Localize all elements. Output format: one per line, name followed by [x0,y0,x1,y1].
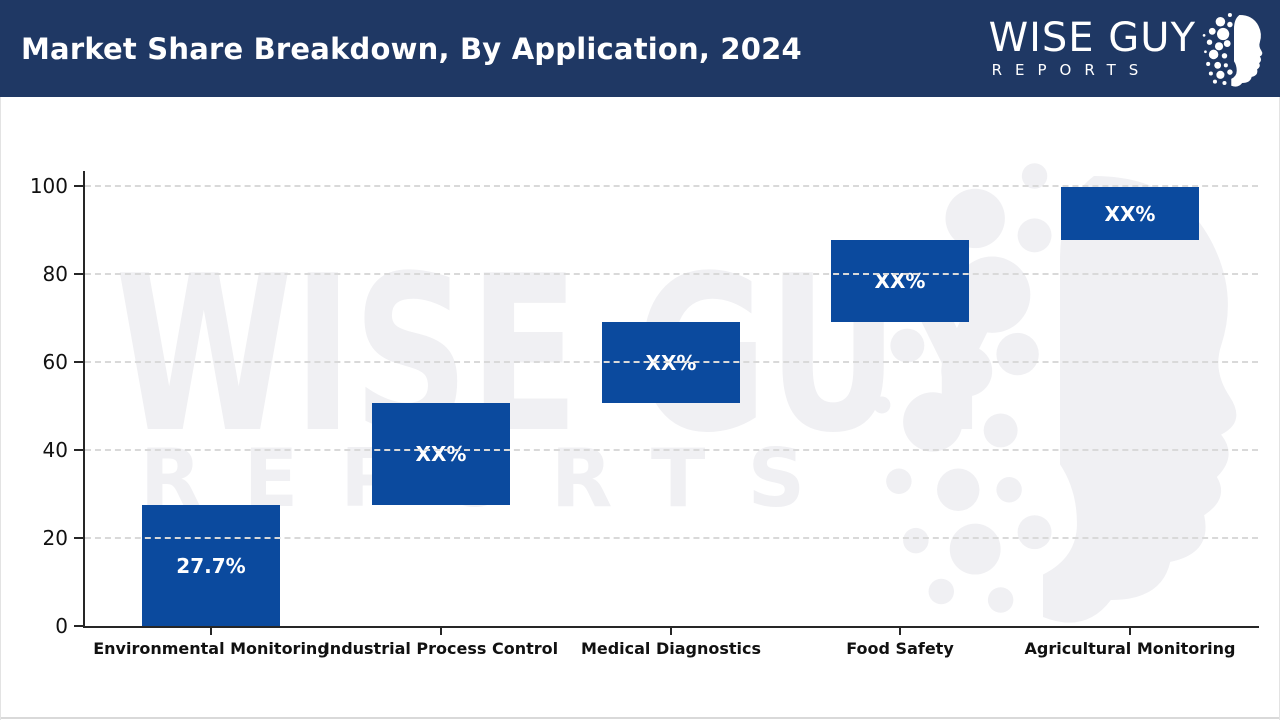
x-axis-line [83,626,1259,628]
category-label-industrial-process-control: Industrial Process Control [323,639,559,658]
gridline-100 [85,185,1258,187]
header-bar: Market Share Breakdown, By Application, … [0,0,1280,97]
y-tick-label: 100 [29,174,68,198]
y-tick-label: 0 [55,614,68,638]
y-tick-label: 80 [42,262,68,286]
bar-value-label: XX% [1104,201,1156,226]
gridline-80 [85,273,1258,275]
bar-value-label: XX% [415,442,467,466]
category-label-environmental-monitoring: Environmental Monitoring [93,639,329,658]
logo-name-text: WISE GUY [988,15,1196,61]
dotted-head-logo-icon [1202,12,1263,87]
y-tick [74,625,84,627]
x-tick [899,628,901,635]
x-tick [210,628,212,635]
category-label-medical-diagnostics: Medical Diagnostics [580,639,762,658]
y-tick [74,449,84,451]
bar-industrial-process-control: XX% [372,403,510,505]
y-tick-label: 20 [42,526,68,550]
bar-environmental-monitoring: 27.7% [142,505,280,626]
bar-agricultural-monitoring: XX% [1061,187,1199,240]
y-tick [74,361,84,363]
bar-food-safety: XX% [831,240,969,322]
y-tick-label: 60 [42,350,68,374]
chart-title: Market Share Breakdown, By Application, … [21,31,802,66]
y-tick-label: 40 [42,438,68,462]
logo-text: WISE GUY REPORTS [989,18,1196,79]
bar-value-label: 27.7% [176,553,246,578]
gridline-20 [85,537,1258,539]
x-tick [440,628,442,635]
left-border-line [0,97,1,720]
y-tick [74,185,84,187]
logo-sub-text: REPORTS [991,61,1152,79]
y-tick [74,273,84,275]
gridline-40 [85,449,1258,451]
y-tick [74,537,84,539]
gridline-60 [85,361,1258,363]
category-label-agricultural-monitoring: Agricultural Monitoring [1024,639,1236,658]
x-tick [1129,628,1131,635]
category-label-food-safety: Food Safety [846,639,954,658]
wise-guy-reports-logo: WISE GUY REPORTS [989,8,1268,90]
bottom-border-line [0,717,1280,719]
y-axis-line [83,171,85,628]
watermark-dotted-head-icon [864,163,1237,623]
x-tick [670,628,672,635]
